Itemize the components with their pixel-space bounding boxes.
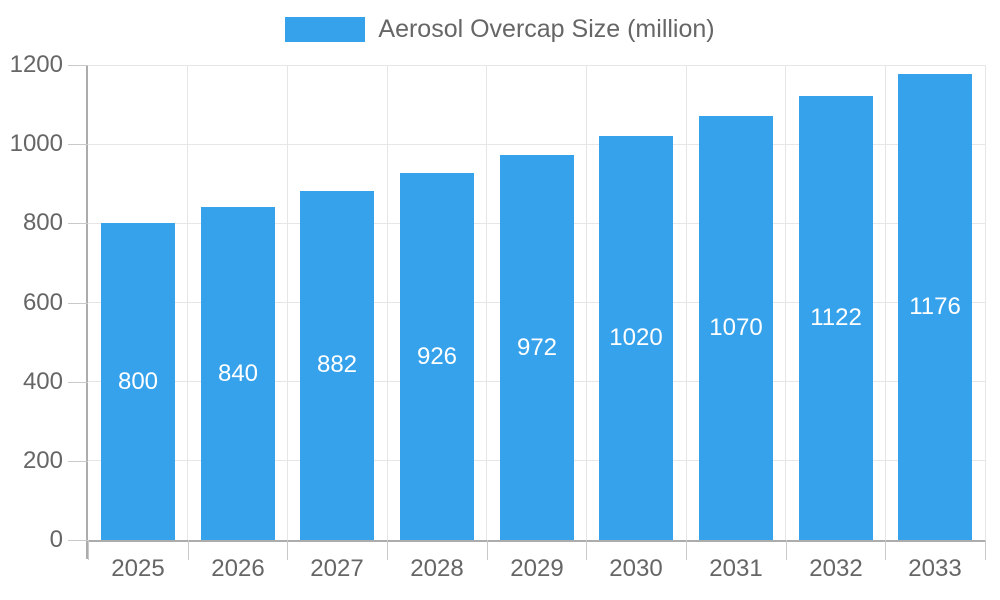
- x-grid-line: [586, 65, 587, 540]
- y-grid-line: [88, 144, 985, 145]
- y-tick: [68, 223, 88, 224]
- x-axis-labels: 2025 2026 2027 2028 2029 2030 2031 2032 2033: [88, 555, 985, 585]
- bar[interactable]: [201, 207, 275, 540]
- x-tick: [885, 540, 886, 560]
- y-axis-labels: 0 200 400 600 800 1000 1200: [0, 51, 63, 553]
- bar-value-label: 1122: [810, 304, 862, 331]
- x-grid-line: [486, 65, 487, 540]
- bar[interactable]: [500, 155, 574, 540]
- plot-area: 800 840 882 926 972 1020 1070 1122 1176: [88, 65, 986, 540]
- x-tick: [686, 540, 687, 560]
- x-axis-line: [88, 540, 985, 542]
- x-tick: [985, 540, 986, 560]
- bar-value-label: 972: [516, 334, 558, 361]
- x-tick: [786, 540, 787, 560]
- y-tick: [68, 382, 88, 383]
- x-grid-line: [686, 65, 687, 540]
- bar[interactable]: [898, 74, 972, 540]
- chart-legend[interactable]: Aerosol Overcap Size (million): [0, 15, 1000, 44]
- bar-value-label: 1070: [709, 314, 763, 341]
- x-grid-line: [785, 65, 786, 540]
- x-tick-label: 2027: [310, 555, 364, 582]
- x-tick: [387, 540, 388, 560]
- y-tick: [68, 461, 88, 462]
- y-tick: [68, 303, 88, 304]
- x-tick-label: 2033: [908, 555, 962, 582]
- x-tick: [287, 540, 288, 560]
- bar[interactable]: [799, 96, 873, 540]
- x-grid-line: [187, 65, 188, 540]
- bar[interactable]: [400, 173, 474, 540]
- x-tick-label: 2031: [709, 555, 763, 582]
- legend-swatch-icon: [285, 17, 366, 42]
- y-tick: [68, 540, 88, 541]
- x-grid-line: [985, 65, 986, 540]
- y-axis-line: [86, 65, 88, 559]
- bar[interactable]: [599, 136, 673, 540]
- bar[interactable]: [699, 116, 773, 540]
- x-tick: [487, 540, 488, 560]
- y-tick-label: 800: [22, 209, 63, 236]
- y-tick-label: 200: [22, 447, 63, 474]
- bar-value-label: 882: [316, 351, 358, 378]
- x-tick-label: 2029: [510, 555, 564, 582]
- y-grid-line: [88, 65, 985, 66]
- bar-value-label: 1176: [909, 293, 961, 320]
- y-tick-label: 1000: [9, 130, 63, 157]
- bar[interactable]: [300, 191, 374, 540]
- y-tick-label: 600: [22, 289, 63, 316]
- x-grid-line: [885, 65, 886, 540]
- x-tick-label: 2028: [410, 555, 464, 582]
- x-grid-line: [387, 65, 388, 540]
- y-tick-label: 0: [49, 526, 63, 553]
- bar[interactable]: [101, 223, 175, 540]
- x-tick: [188, 540, 189, 560]
- bar-value-label: 800: [117, 368, 159, 395]
- y-tick: [68, 65, 88, 66]
- x-tick: [586, 540, 587, 560]
- x-tick: [88, 540, 89, 560]
- x-tick-label: 2025: [111, 555, 165, 582]
- x-grid-line: [287, 65, 288, 540]
- bar-value-label: 926: [416, 343, 458, 370]
- y-tick-label: 400: [22, 368, 63, 395]
- x-tick-label: 2032: [809, 555, 863, 582]
- bar-value-label: 1020: [609, 324, 663, 351]
- bar-value-label: 840: [217, 360, 259, 387]
- legend-label: Aerosol Overcap Size (million): [378, 15, 715, 43]
- y-tick-label: 1200: [9, 51, 63, 78]
- x-tick-label: 2030: [609, 555, 663, 582]
- x-tick-label: 2026: [211, 555, 265, 582]
- y-tick: [68, 144, 88, 145]
